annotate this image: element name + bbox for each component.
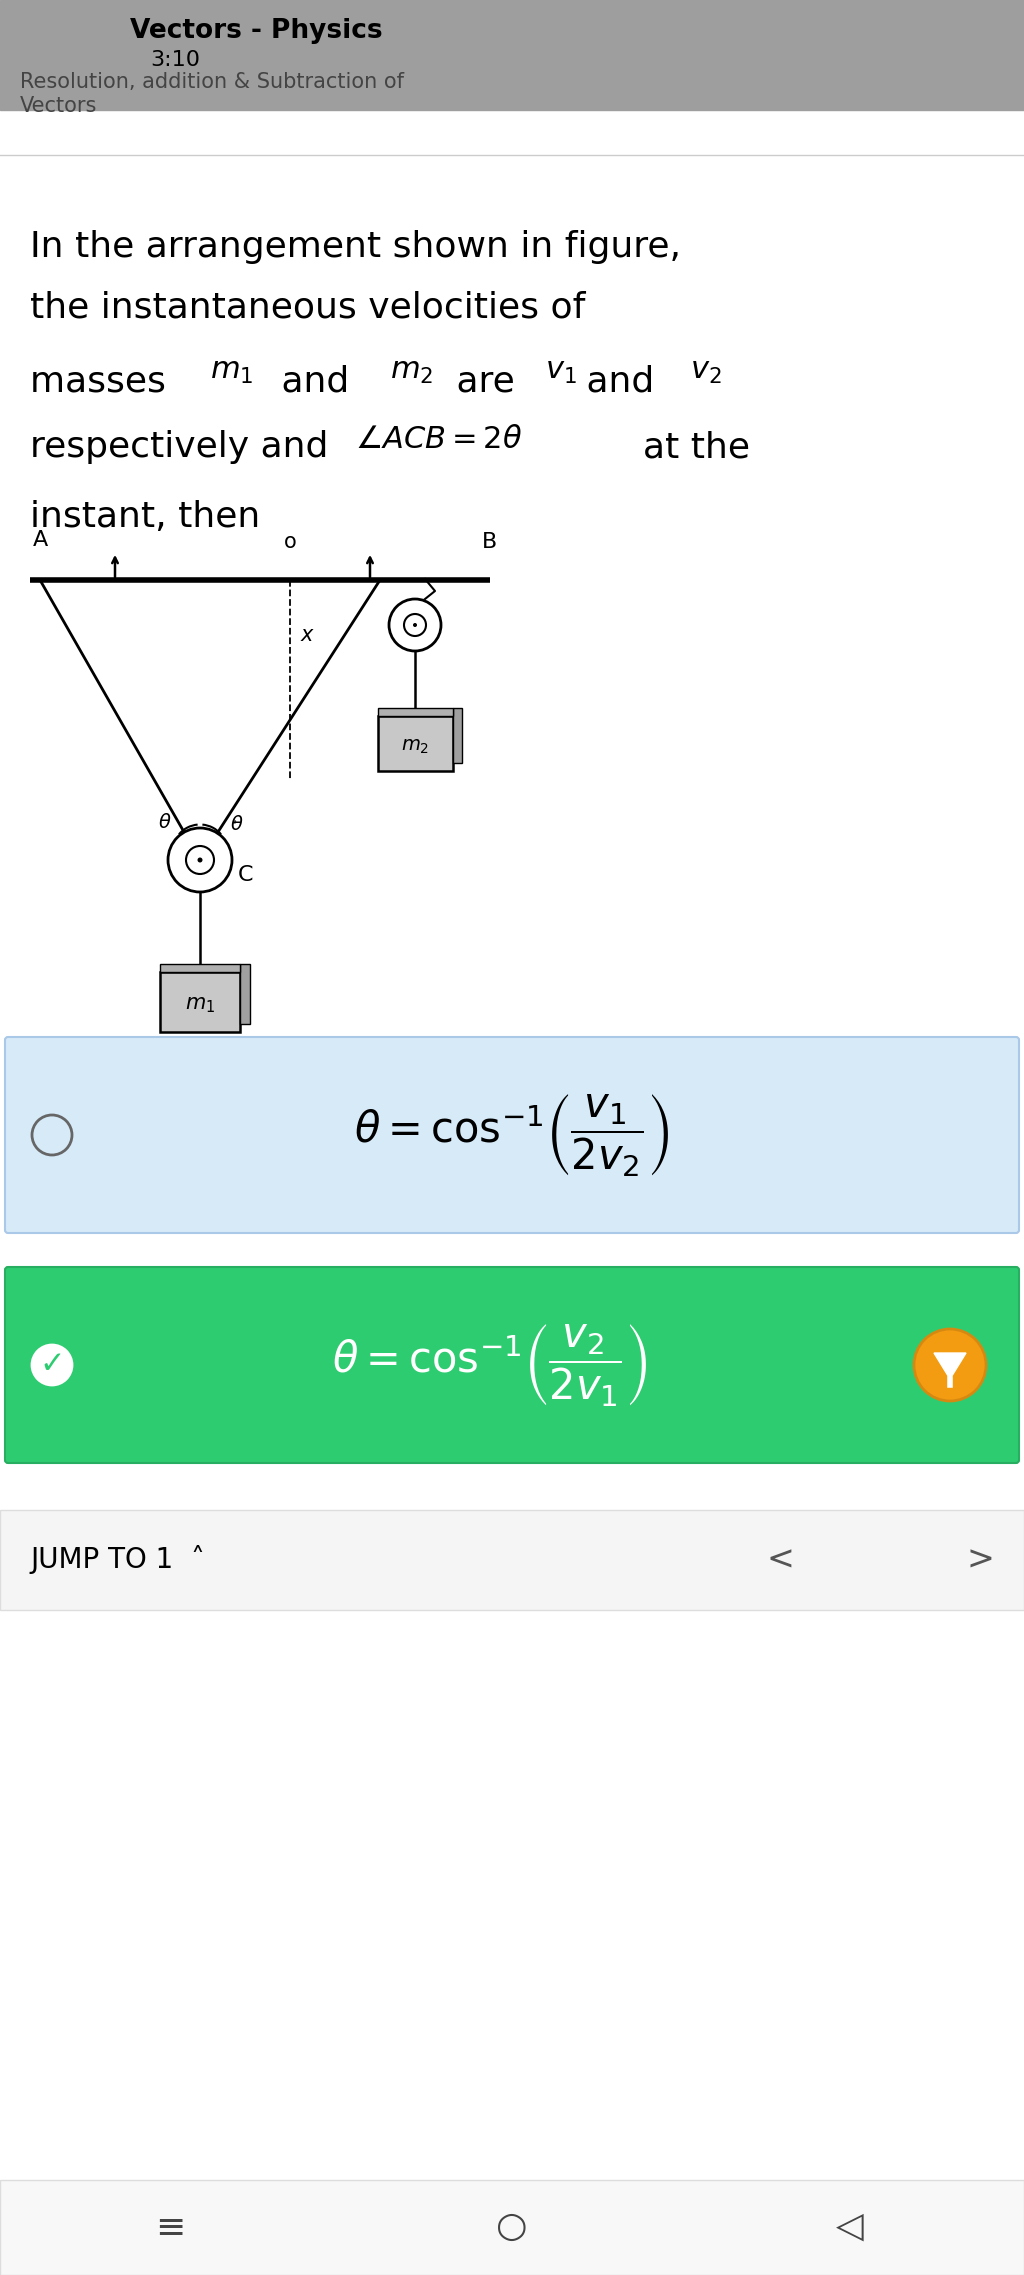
Bar bbox=[0, 2179, 1024, 2275]
Text: ○: ○ bbox=[497, 2209, 527, 2243]
Text: $\mathit{m}_2$: $\mathit{m}_2$ bbox=[390, 357, 433, 387]
Bar bbox=[378, 717, 453, 771]
Text: are: are bbox=[445, 364, 526, 398]
Text: <: < bbox=[766, 1542, 794, 1577]
Text: $m_2$: $m_2$ bbox=[400, 737, 429, 755]
Text: instant, then: instant, then bbox=[30, 500, 260, 535]
Bar bbox=[240, 965, 250, 1024]
Circle shape bbox=[914, 1329, 986, 1401]
Text: In the arrangement shown in figure,: In the arrangement shown in figure, bbox=[30, 230, 681, 264]
Text: $\theta$: $\theta$ bbox=[232, 819, 238, 826]
Text: JUMP TO 1  ˄: JUMP TO 1 ˄ bbox=[30, 1545, 205, 1574]
Circle shape bbox=[198, 858, 203, 862]
Text: ◁: ◁ bbox=[837, 2209, 864, 2243]
Bar bbox=[378, 708, 453, 717]
Text: Vectors: Vectors bbox=[20, 96, 97, 116]
Text: A: A bbox=[33, 530, 48, 551]
Text: $\theta = \cos^{-1}\!\left(\dfrac{v_1}{2v_2}\right)$: $\theta = \cos^{-1}\!\left(\dfrac{v_1}{2… bbox=[354, 1092, 670, 1178]
Text: at the: at the bbox=[620, 430, 750, 464]
Text: $\mathit{v}_2$: $\mathit{v}_2$ bbox=[690, 357, 722, 387]
Text: ≡: ≡ bbox=[155, 2209, 185, 2243]
Text: and: and bbox=[270, 364, 360, 398]
FancyBboxPatch shape bbox=[5, 1267, 1019, 1463]
Text: o: o bbox=[284, 532, 296, 553]
Text: $x$: $x$ bbox=[300, 626, 315, 646]
Circle shape bbox=[168, 828, 232, 892]
Text: respectively and: respectively and bbox=[30, 430, 351, 464]
Circle shape bbox=[32, 1345, 72, 1385]
Text: Resolution, addition & Subtraction of: Resolution, addition & Subtraction of bbox=[20, 73, 404, 91]
Bar bbox=[0, 0, 1024, 109]
Text: and: and bbox=[575, 364, 654, 398]
Text: $\theta$: $\theta$ bbox=[230, 814, 244, 833]
Circle shape bbox=[404, 614, 426, 637]
Text: masses: masses bbox=[30, 364, 177, 398]
Text: $\mathit{v}_1$: $\mathit{v}_1$ bbox=[545, 357, 577, 387]
Text: Vectors - Physics: Vectors - Physics bbox=[130, 18, 383, 43]
Text: 3:10: 3:10 bbox=[150, 50, 200, 71]
Text: $\theta = \cos^{-1}\!\left(\dfrac{v_2}{2v_1}\right)$: $\theta = \cos^{-1}\!\left(\dfrac{v_2}{2… bbox=[332, 1322, 648, 1408]
Circle shape bbox=[186, 846, 214, 874]
Text: $\angle ACB = 2\theta$: $\angle ACB = 2\theta$ bbox=[355, 425, 522, 455]
Circle shape bbox=[389, 598, 441, 651]
Text: $\mathit{m}_1$: $\mathit{m}_1$ bbox=[210, 357, 253, 387]
Text: $m_1$: $m_1$ bbox=[185, 994, 215, 1015]
Text: >: > bbox=[966, 1542, 994, 1577]
Text: B: B bbox=[482, 532, 498, 553]
Bar bbox=[160, 971, 240, 1033]
Circle shape bbox=[413, 623, 417, 628]
Text: the instantaneous velocities of: the instantaneous velocities of bbox=[30, 289, 586, 323]
Bar bbox=[0, 1511, 1024, 1611]
Text: ✓: ✓ bbox=[39, 1351, 65, 1379]
FancyBboxPatch shape bbox=[5, 1037, 1019, 1233]
Bar bbox=[453, 708, 462, 762]
Text: C: C bbox=[238, 864, 254, 885]
Polygon shape bbox=[934, 1354, 966, 1379]
Text: $\theta$: $\theta$ bbox=[159, 812, 172, 830]
Bar bbox=[160, 965, 240, 971]
